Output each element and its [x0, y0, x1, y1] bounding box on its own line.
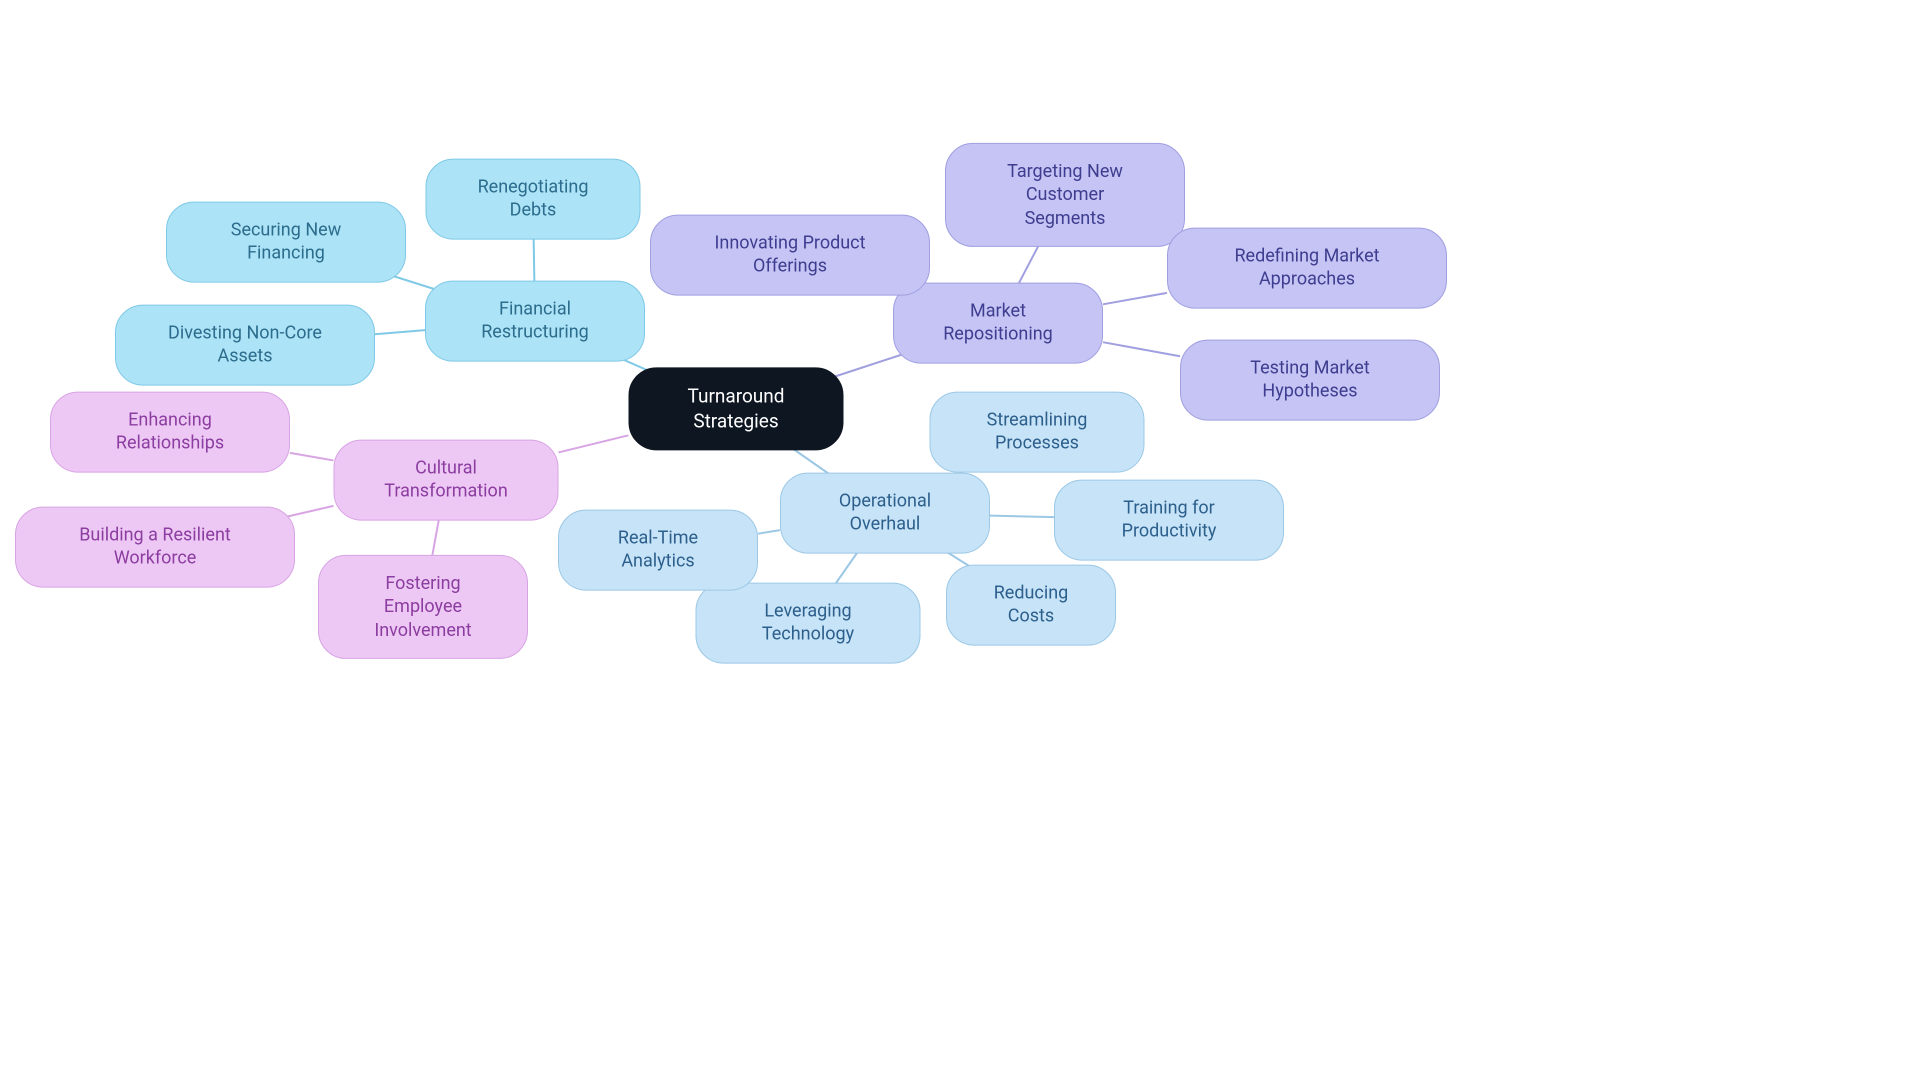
node-ops2: Training for Productivity [1054, 480, 1284, 561]
node-label: Divesting Non-Core Assets [142, 322, 348, 369]
node-mkt4: Testing Market Hypotheses [1180, 340, 1440, 421]
node-fin2: Securing New Financing [166, 202, 406, 283]
node-label: Turnaround Strategies [656, 384, 817, 433]
edge-mkt-mkt3 [1103, 293, 1167, 304]
node-label: Building a Resilient Workforce [42, 524, 268, 571]
node-ops1: Streamlining Processes [930, 392, 1145, 473]
node-fin3: Divesting Non-Core Assets [115, 305, 375, 386]
node-ops: Operational Overhaul [780, 473, 990, 554]
mindmap-canvas: Turnaround Strategies Financial Restructu… [0, 0, 1920, 1083]
node-label: Enhancing Relationships [77, 409, 263, 456]
node-label: Innovating Product Offerings [677, 232, 903, 279]
node-label: Fostering Employee Involvement [345, 572, 501, 642]
node-ops4: Leveraging Technology [696, 583, 921, 664]
node-fin1: Renegotiating Debts [426, 159, 641, 240]
node-label: Testing Market Hypotheses [1207, 357, 1413, 404]
node-label: Operational Overhaul [807, 490, 963, 537]
node-mkt3: Redefining Market Approaches [1167, 228, 1447, 309]
edge-cul-cul1 [290, 453, 334, 461]
node-ops5: Real-Time Analytics [558, 510, 758, 591]
node-label: Redefining Market Approaches [1194, 245, 1420, 292]
edge-mkt-mkt4 [1103, 342, 1180, 356]
node-mkt1: Innovating Product Offerings [650, 215, 930, 296]
node-label: Streamlining Processes [957, 409, 1118, 456]
node-label: Leveraging Technology [723, 600, 894, 647]
edge-ops-ops5 [758, 530, 780, 534]
node-label: Targeting New Customer Segments [972, 160, 1158, 230]
node-label: Cultural Transformation [361, 457, 532, 504]
node-label: Real-Time Analytics [585, 527, 731, 574]
node-fin: Financial Restructuring [425, 281, 645, 362]
node-label: Renegotiating Debts [453, 176, 614, 223]
node-cul: Cultural Transformation [334, 440, 559, 521]
node-label: Market Repositioning [920, 300, 1076, 347]
node-ops3: Reducing Costs [946, 565, 1116, 646]
edge-center-cul [559, 435, 629, 452]
node-center: Turnaround Strategies [629, 367, 844, 450]
node-cul2: Building a Resilient Workforce [15, 507, 295, 588]
edge-ops-ops2 [990, 516, 1054, 518]
edge-fin-fin3 [375, 330, 425, 334]
node-cul3: Fostering Employee Involvement [318, 555, 528, 659]
node-label: Financial Restructuring [452, 298, 618, 345]
node-label: Securing New Financing [193, 219, 379, 266]
node-label: Reducing Costs [973, 582, 1089, 629]
node-mkt2: Targeting New Customer Segments [945, 143, 1185, 247]
node-cul1: Enhancing Relationships [50, 392, 290, 473]
node-label: Training for Productivity [1081, 497, 1257, 544]
node-mkt: Market Repositioning [893, 283, 1103, 364]
